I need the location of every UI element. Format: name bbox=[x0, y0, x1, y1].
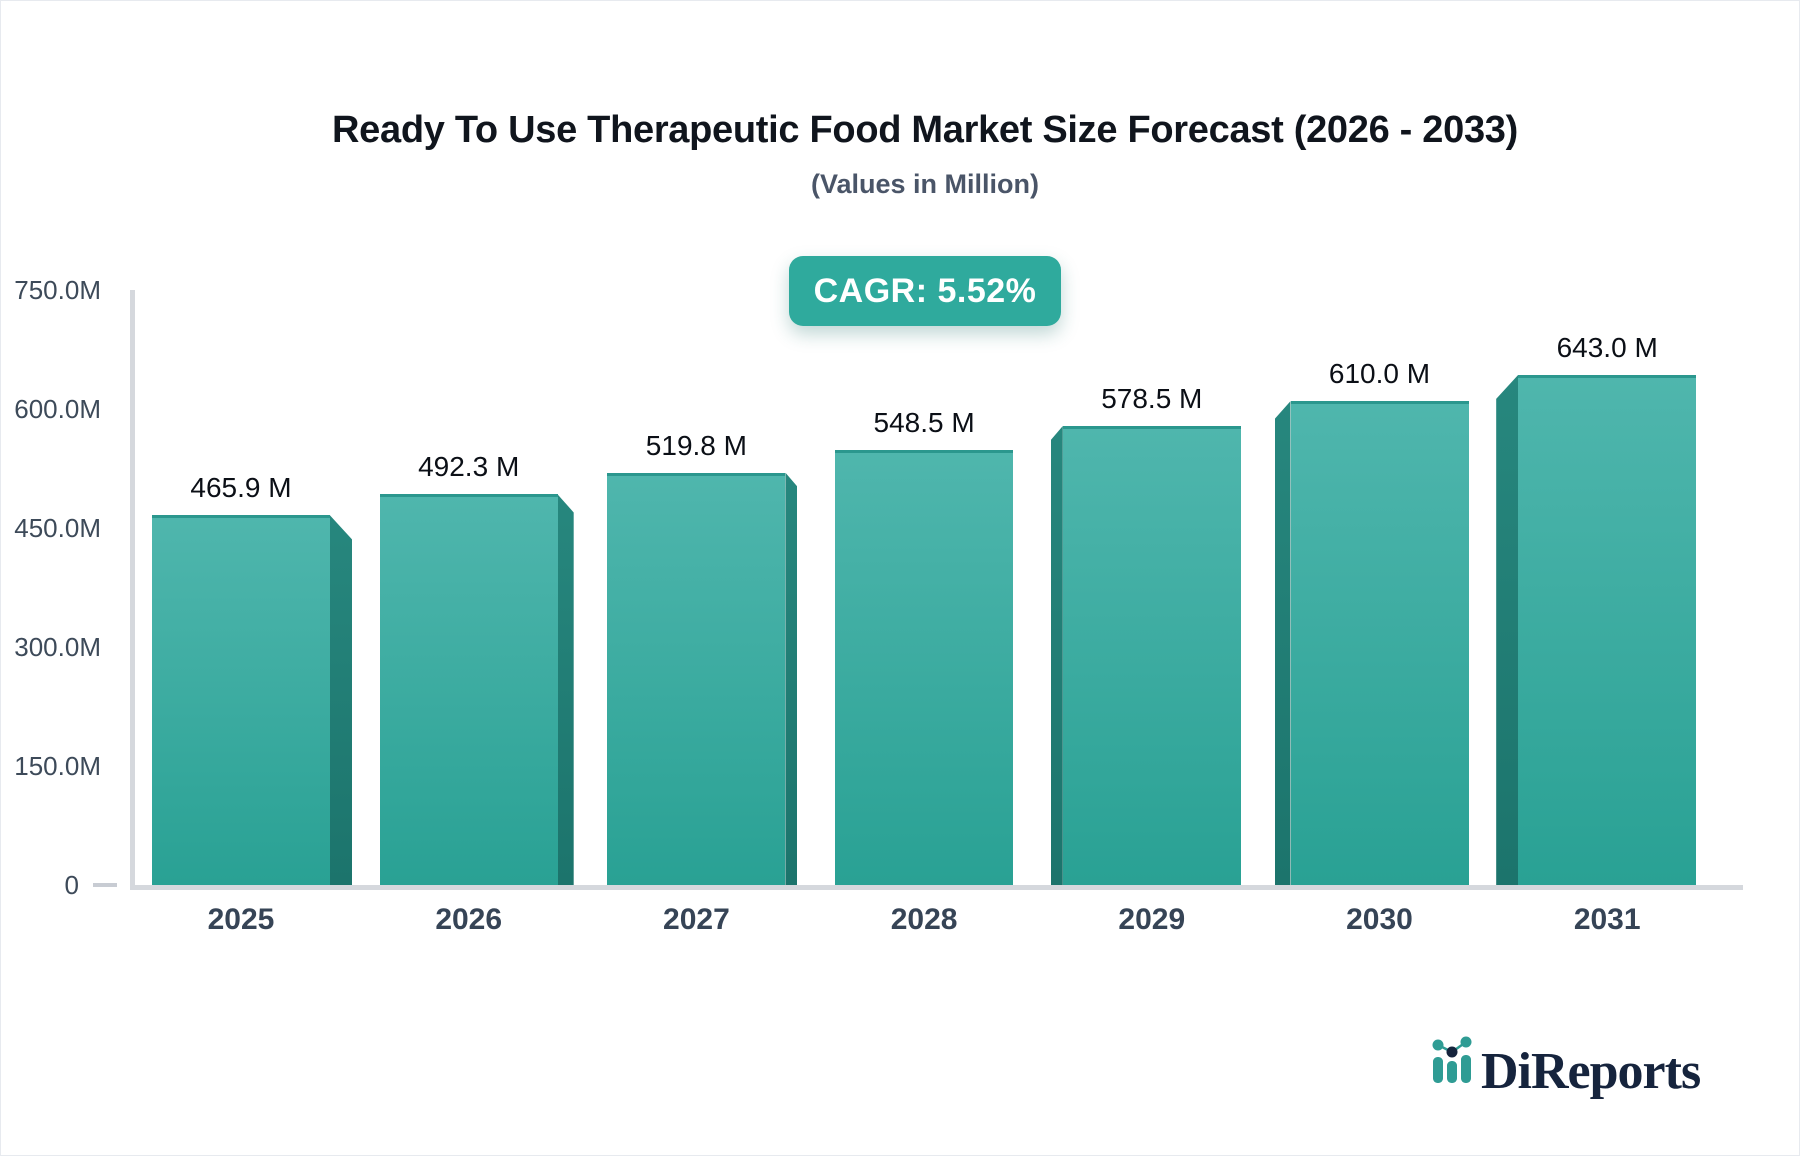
direports-logo: DiReports bbox=[1431, 1035, 1701, 1101]
x-axis-category-label: 2031 bbox=[1573, 903, 1641, 936]
x-axis-category-label: 2026 bbox=[435, 903, 503, 936]
y-axis-tick-label: 0 bbox=[64, 870, 79, 900]
bar[interactable] bbox=[1290, 401, 1469, 885]
bar-value-label: 643.0 M bbox=[1556, 331, 1658, 363]
bar[interactable] bbox=[1062, 426, 1241, 885]
bar-value-label: 578.5 M bbox=[1101, 383, 1203, 415]
bar-value-label: 548.5 M bbox=[873, 406, 975, 438]
bar-value-label: 610.0 M bbox=[1328, 358, 1431, 390]
cagr-badge: CAGR: 5.52% bbox=[789, 256, 1061, 326]
y-axis-tick-label: 450.0M bbox=[14, 513, 101, 543]
y-axis-tick-label: 150.0M bbox=[14, 751, 101, 781]
y-axis-tick-label: 300.0M bbox=[14, 632, 101, 662]
y-axis-tick-label: 750.0M bbox=[14, 275, 101, 305]
logo-text: DiReports bbox=[1481, 1043, 1701, 1100]
bar[interactable] bbox=[835, 449, 1014, 885]
zero-tick-mark bbox=[93, 883, 117, 887]
bar[interactable] bbox=[379, 494, 558, 885]
x-axis-category-label: 2028 bbox=[890, 903, 958, 936]
bar[interactable] bbox=[1518, 374, 1697, 885]
bar-value-label: 519.8 M bbox=[645, 429, 747, 461]
cagr-badge-label: CAGR: 5.52% bbox=[813, 271, 1037, 310]
bar-3d-side bbox=[1496, 374, 1519, 885]
x-axis-category-label: 2029 bbox=[1118, 903, 1186, 936]
bar[interactable] bbox=[607, 472, 786, 885]
y-axis-tick-label: 600.0M bbox=[14, 394, 101, 424]
bar[interactable] bbox=[152, 515, 330, 885]
bar-3d-side bbox=[330, 515, 352, 885]
bar-value-label: 465.9 M bbox=[190, 472, 292, 504]
bar-3d-side bbox=[785, 472, 798, 885]
x-axis-line bbox=[130, 885, 1743, 890]
chart-subtitle: (Values in Million) bbox=[810, 169, 1040, 199]
bar-value-label: 492.3 M bbox=[418, 451, 520, 483]
x-axis-category-label: 2025 bbox=[207, 903, 275, 936]
bar-3d-side bbox=[1274, 401, 1291, 885]
bar-3d-side bbox=[1050, 426, 1063, 885]
chart-title: Ready To Use Therapeutic Food Market Siz… bbox=[332, 109, 1518, 151]
logo-chart-icon bbox=[1432, 1036, 1472, 1083]
x-axis-category-label: 2027 bbox=[663, 903, 730, 936]
x-axis-category-label: 2030 bbox=[1346, 903, 1413, 936]
bar-3d-side bbox=[557, 494, 574, 885]
y-axis-line bbox=[130, 290, 135, 890]
